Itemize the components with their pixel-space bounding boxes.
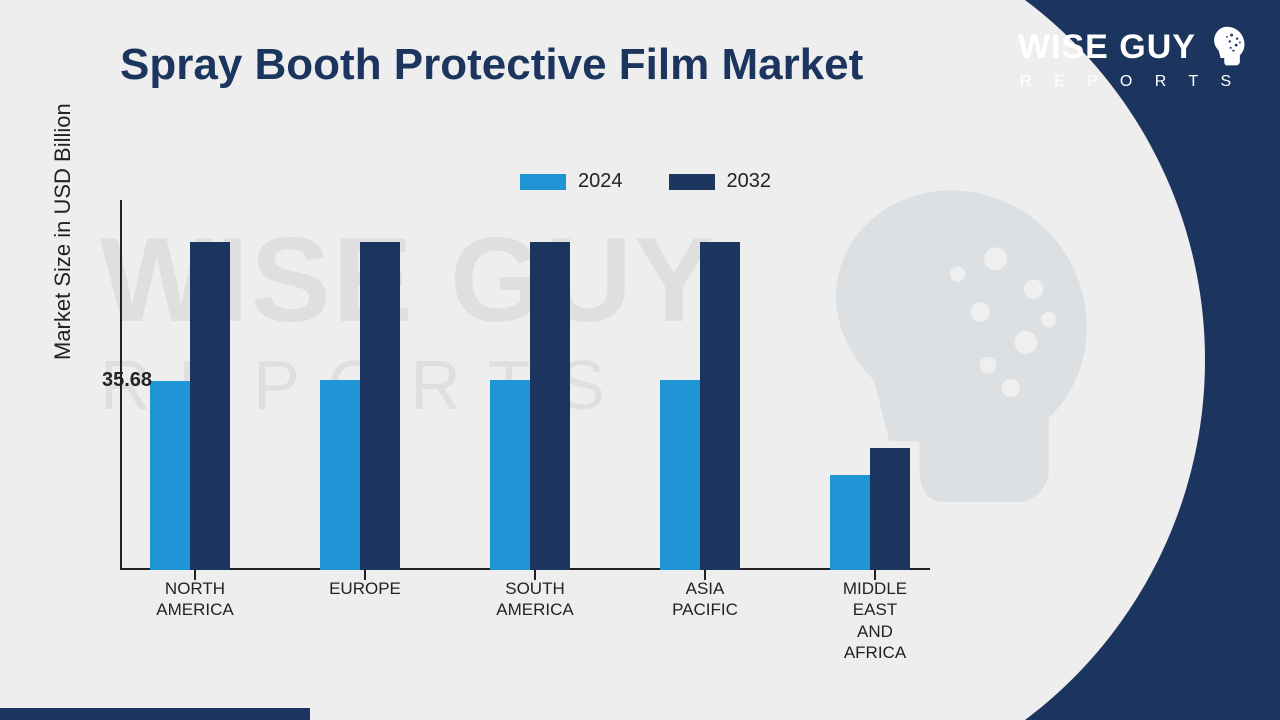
- legend-label: 2024: [578, 170, 623, 192]
- bar-series-b: [360, 242, 400, 570]
- plot-area: [120, 200, 920, 570]
- category-label: EUROPE: [300, 578, 430, 599]
- legend-swatch: [669, 174, 715, 190]
- bar-series-a: [660, 380, 700, 570]
- legend: 2024 2032: [520, 170, 771, 193]
- bar-series-b: [700, 242, 740, 570]
- value-label: 35.68: [102, 369, 152, 392]
- brand-line2: R E P O R T S: [1018, 74, 1250, 90]
- chart-title: Spray Booth Protective Film Market: [120, 40, 863, 90]
- bar-series-a: [320, 380, 360, 570]
- bar-series-a: [150, 381, 190, 570]
- category-label: MIDDLEEASTANDAFRICA: [810, 578, 940, 663]
- legend-item: 2032: [669, 170, 772, 193]
- bar-series-b: [530, 242, 570, 570]
- category-label: NORTHAMERICA: [130, 578, 260, 621]
- bar-series-b: [870, 448, 910, 570]
- bar-series-b: [190, 242, 230, 570]
- category-label: ASIAPACIFIC: [640, 578, 770, 621]
- bar-series-a: [490, 380, 530, 570]
- brand-head-icon: [1204, 24, 1250, 70]
- category-label: SOUTHAMERICA: [470, 578, 600, 621]
- legend-item: 2024: [520, 170, 623, 193]
- legend-swatch: [520, 174, 566, 190]
- brand-line1: WISE GUY: [1018, 30, 1196, 64]
- legend-label: 2032: [727, 170, 772, 192]
- brand-logo: WISE GUY R E P O R T S: [1018, 24, 1250, 90]
- bar-series-a: [830, 475, 870, 570]
- y-axis-label: Market Size in USD Billion: [50, 103, 76, 360]
- bottom-bar: [0, 708, 310, 720]
